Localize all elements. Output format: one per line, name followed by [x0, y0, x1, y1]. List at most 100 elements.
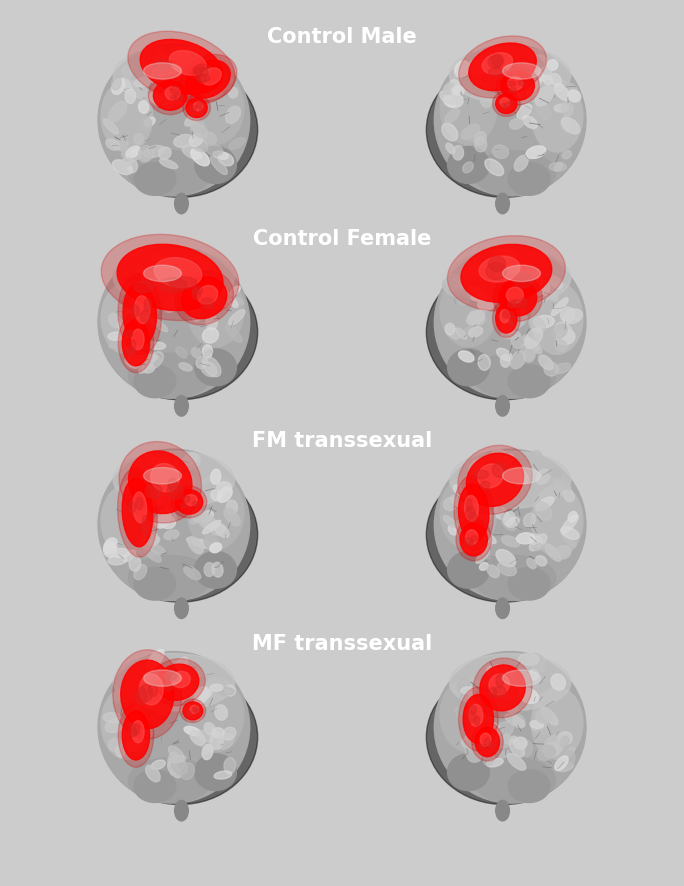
Ellipse shape [562, 515, 579, 532]
Ellipse shape [118, 313, 154, 373]
Ellipse shape [138, 145, 152, 162]
Ellipse shape [469, 540, 473, 546]
Ellipse shape [182, 277, 227, 319]
Ellipse shape [200, 69, 208, 75]
Ellipse shape [434, 449, 586, 601]
Ellipse shape [150, 274, 161, 286]
Ellipse shape [132, 291, 146, 307]
Ellipse shape [150, 658, 205, 706]
Ellipse shape [479, 744, 486, 750]
Ellipse shape [206, 315, 218, 330]
Ellipse shape [469, 327, 483, 337]
Ellipse shape [195, 754, 237, 790]
Ellipse shape [538, 355, 553, 369]
Ellipse shape [119, 322, 136, 333]
Ellipse shape [211, 470, 221, 484]
Ellipse shape [534, 315, 554, 328]
Ellipse shape [545, 544, 561, 561]
Ellipse shape [114, 691, 126, 704]
Ellipse shape [134, 770, 176, 803]
Ellipse shape [102, 265, 258, 400]
Ellipse shape [204, 534, 220, 552]
Ellipse shape [503, 733, 512, 744]
Ellipse shape [131, 728, 137, 736]
Ellipse shape [460, 679, 474, 696]
Ellipse shape [449, 249, 571, 306]
Ellipse shape [131, 305, 139, 317]
Ellipse shape [129, 120, 148, 136]
Ellipse shape [514, 737, 527, 749]
Ellipse shape [129, 501, 135, 513]
Ellipse shape [477, 470, 497, 478]
Ellipse shape [202, 480, 221, 493]
Ellipse shape [224, 508, 240, 526]
Ellipse shape [199, 689, 212, 698]
Ellipse shape [508, 100, 513, 104]
Ellipse shape [471, 535, 477, 541]
Ellipse shape [492, 299, 520, 338]
Ellipse shape [475, 511, 495, 526]
Ellipse shape [161, 57, 175, 73]
Ellipse shape [445, 97, 456, 107]
Ellipse shape [446, 144, 455, 154]
Ellipse shape [122, 478, 153, 547]
Ellipse shape [202, 356, 221, 377]
Ellipse shape [454, 476, 494, 549]
Ellipse shape [443, 498, 458, 510]
Ellipse shape [447, 147, 489, 183]
Ellipse shape [454, 520, 468, 537]
Ellipse shape [117, 245, 223, 311]
Ellipse shape [473, 696, 485, 712]
Ellipse shape [499, 280, 537, 316]
Ellipse shape [184, 294, 202, 307]
Text: Control Female: Control Female [253, 229, 431, 249]
Ellipse shape [213, 151, 228, 159]
Ellipse shape [101, 80, 153, 152]
Ellipse shape [513, 714, 525, 728]
Ellipse shape [469, 725, 488, 737]
Ellipse shape [188, 136, 208, 152]
Ellipse shape [494, 507, 508, 520]
Ellipse shape [159, 92, 169, 102]
Ellipse shape [202, 520, 221, 534]
Ellipse shape [140, 39, 223, 94]
Ellipse shape [465, 460, 477, 475]
Ellipse shape [192, 509, 202, 522]
Ellipse shape [142, 539, 153, 549]
Ellipse shape [195, 349, 237, 385]
Ellipse shape [129, 262, 142, 277]
Ellipse shape [186, 60, 231, 98]
Ellipse shape [478, 354, 490, 370]
Ellipse shape [194, 102, 203, 111]
Ellipse shape [531, 283, 583, 354]
Ellipse shape [536, 709, 553, 723]
Ellipse shape [171, 758, 187, 774]
Ellipse shape [176, 56, 192, 74]
Ellipse shape [103, 541, 116, 557]
Ellipse shape [156, 51, 166, 66]
Ellipse shape [501, 354, 510, 368]
Ellipse shape [122, 152, 138, 160]
Ellipse shape [479, 503, 490, 517]
Ellipse shape [525, 338, 542, 354]
Ellipse shape [222, 727, 236, 740]
Ellipse shape [133, 724, 140, 734]
Ellipse shape [558, 763, 573, 772]
Ellipse shape [165, 87, 180, 100]
Ellipse shape [150, 463, 179, 492]
Ellipse shape [473, 534, 492, 549]
Ellipse shape [199, 74, 210, 82]
Ellipse shape [193, 65, 211, 75]
Ellipse shape [210, 733, 224, 750]
Ellipse shape [129, 556, 212, 601]
Ellipse shape [501, 319, 514, 334]
Ellipse shape [202, 328, 218, 343]
Ellipse shape [129, 354, 212, 398]
Ellipse shape [144, 528, 158, 545]
Ellipse shape [482, 52, 512, 74]
Ellipse shape [187, 71, 244, 144]
Ellipse shape [506, 703, 518, 713]
Ellipse shape [201, 298, 214, 308]
Ellipse shape [560, 736, 569, 747]
Ellipse shape [176, 347, 187, 358]
